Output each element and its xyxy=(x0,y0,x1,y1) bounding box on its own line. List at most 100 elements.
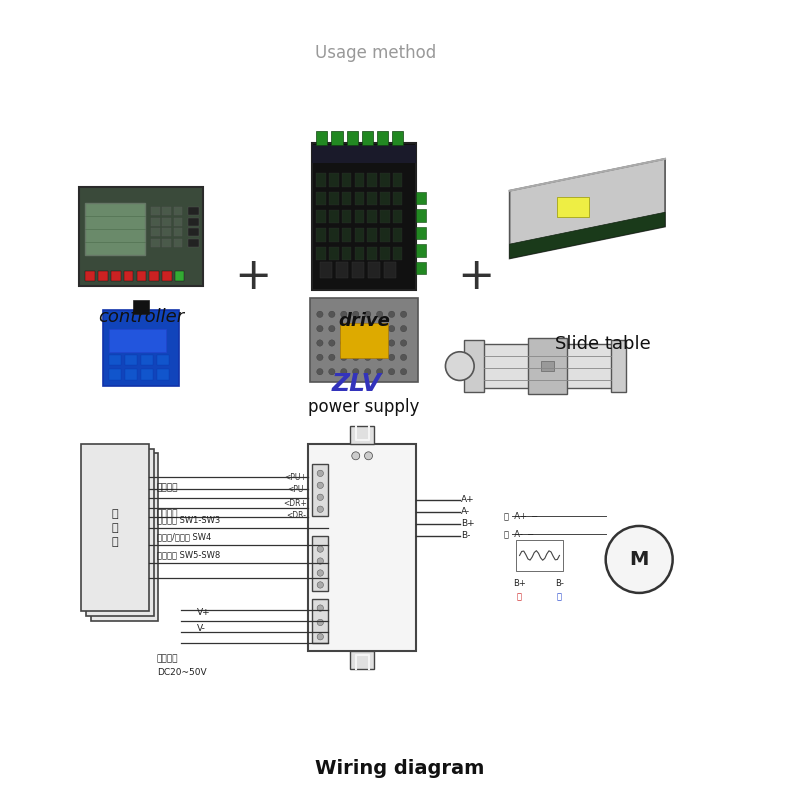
Text: controller: controller xyxy=(98,308,184,326)
Bar xyxy=(150,271,159,281)
Circle shape xyxy=(377,311,383,318)
Circle shape xyxy=(317,326,323,332)
Circle shape xyxy=(317,546,323,552)
Circle shape xyxy=(353,311,359,318)
Bar xyxy=(416,244,426,257)
Circle shape xyxy=(389,369,395,375)
Bar xyxy=(340,322,388,358)
Circle shape xyxy=(317,506,323,513)
Circle shape xyxy=(329,369,335,375)
Bar xyxy=(558,197,590,217)
Circle shape xyxy=(365,369,371,375)
Bar xyxy=(312,599,328,643)
Bar xyxy=(174,207,182,215)
Text: <PU-: <PU- xyxy=(288,485,306,494)
Bar xyxy=(393,191,402,205)
Bar xyxy=(162,207,171,215)
Bar xyxy=(151,238,160,246)
Circle shape xyxy=(341,311,347,318)
Circle shape xyxy=(329,326,335,332)
Text: drive: drive xyxy=(338,312,390,330)
Bar xyxy=(188,207,199,215)
Text: +: + xyxy=(234,255,271,298)
Circle shape xyxy=(341,340,347,346)
Bar xyxy=(480,344,615,388)
Circle shape xyxy=(389,326,395,332)
Text: B+: B+ xyxy=(462,519,475,528)
Bar xyxy=(188,218,199,226)
Bar xyxy=(350,651,374,669)
Bar xyxy=(312,146,416,163)
Bar xyxy=(90,454,158,621)
Bar xyxy=(367,191,377,205)
Bar xyxy=(329,228,338,242)
Bar xyxy=(110,330,166,352)
Bar xyxy=(320,262,332,278)
Text: 方向信号: 方向信号 xyxy=(157,510,178,518)
Bar xyxy=(384,262,396,278)
Circle shape xyxy=(341,354,347,361)
Bar xyxy=(342,210,351,223)
Circle shape xyxy=(353,326,359,332)
Circle shape xyxy=(317,369,323,375)
Bar xyxy=(162,271,171,281)
Bar xyxy=(380,246,390,260)
Bar xyxy=(336,262,348,278)
Text: 直流电源: 直流电源 xyxy=(157,654,178,663)
Bar xyxy=(98,271,108,281)
Bar xyxy=(354,246,364,260)
Circle shape xyxy=(377,369,383,375)
Circle shape xyxy=(365,311,371,318)
Bar xyxy=(367,228,377,242)
Circle shape xyxy=(389,340,395,346)
Circle shape xyxy=(400,354,406,361)
Circle shape xyxy=(400,340,406,346)
Circle shape xyxy=(446,352,474,381)
Bar xyxy=(316,131,327,146)
Circle shape xyxy=(317,354,323,361)
Text: 蓝: 蓝 xyxy=(557,593,562,602)
Circle shape xyxy=(365,354,371,361)
Circle shape xyxy=(400,326,406,332)
Circle shape xyxy=(353,354,359,361)
Bar xyxy=(142,370,154,380)
Text: Wiring diagram: Wiring diagram xyxy=(315,759,485,778)
Text: Slide table: Slide table xyxy=(555,334,651,353)
Bar xyxy=(86,449,154,616)
Text: B+: B+ xyxy=(514,579,526,588)
Circle shape xyxy=(317,570,323,576)
Bar xyxy=(354,210,364,223)
Bar xyxy=(110,370,122,380)
Polygon shape xyxy=(510,159,665,258)
Bar xyxy=(611,340,626,392)
Bar xyxy=(158,355,170,366)
Text: A-: A- xyxy=(462,507,470,516)
Bar xyxy=(464,340,484,392)
Bar xyxy=(312,143,416,290)
Circle shape xyxy=(317,619,323,626)
Bar xyxy=(342,228,351,242)
Bar xyxy=(316,228,326,242)
Bar xyxy=(416,226,426,239)
Text: 细分设定 SW5-SW8: 细分设定 SW5-SW8 xyxy=(157,550,220,559)
Bar xyxy=(541,362,554,371)
Circle shape xyxy=(317,634,323,640)
Text: ZLV: ZLV xyxy=(331,372,381,396)
Bar xyxy=(329,246,338,260)
Bar xyxy=(86,202,145,254)
Text: <DR-: <DR- xyxy=(286,511,306,520)
Bar xyxy=(380,210,390,223)
Bar xyxy=(86,271,95,281)
Text: power supply: power supply xyxy=(309,398,420,417)
Text: <DR+: <DR+ xyxy=(283,499,306,508)
Text: +: + xyxy=(457,255,494,298)
Circle shape xyxy=(353,340,359,346)
Bar xyxy=(367,246,377,260)
Bar xyxy=(392,131,403,146)
Bar xyxy=(316,246,326,260)
Bar xyxy=(110,355,122,366)
Bar xyxy=(393,173,402,186)
Circle shape xyxy=(353,369,359,375)
Bar xyxy=(158,370,170,380)
Text: A+: A+ xyxy=(462,495,475,504)
